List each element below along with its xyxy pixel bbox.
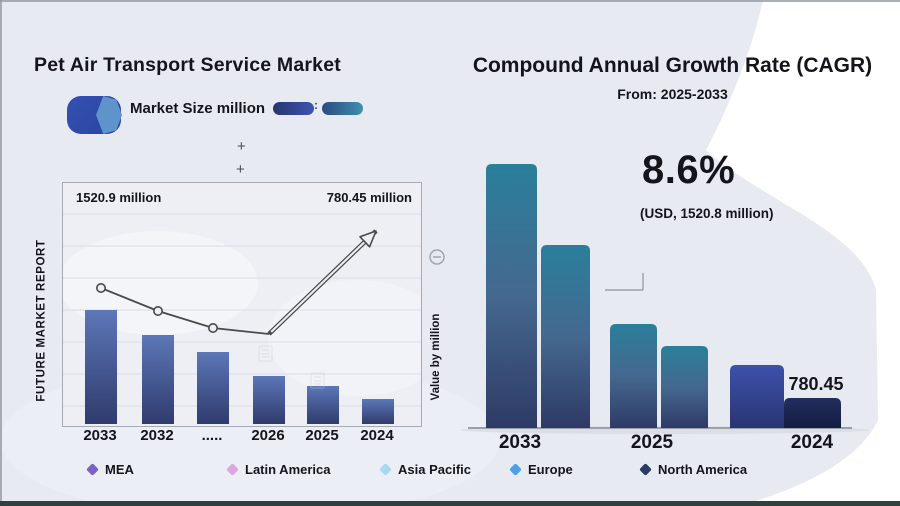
legend-item-latin-america: Latin America <box>226 462 331 477</box>
ratio-pill-right <box>322 102 363 115</box>
legend-item-label: MEA <box>105 462 134 477</box>
cagr-bar-2024 <box>784 398 841 428</box>
right-chart-title: Compound Annual Growth Rate (CAGR) <box>472 54 873 77</box>
end-value-label: 780.45 million <box>326 190 412 205</box>
plus-icon: + <box>236 161 245 178</box>
cloud-shape <box>268 280 448 396</box>
trend-marker <box>153 306 164 317</box>
legend-item-europe: Europe <box>509 462 573 477</box>
document-watermark-icon <box>258 345 273 362</box>
legend-item-label: Asia Pacific <box>398 462 471 477</box>
market-size-bar <box>197 352 229 424</box>
start-value-label: 1520.9 million <box>76 190 162 205</box>
right-category-labels: 2033 2025 2024 <box>430 432 900 454</box>
legend-item-label: Latin America <box>245 462 331 477</box>
market-size-bar <box>307 386 339 424</box>
document-watermark-icon <box>310 372 325 389</box>
cagr-bar-2024 <box>730 365 784 428</box>
cagr-value: 8.6% <box>642 148 736 192</box>
axis-label-dotdotdotdotdot: ..... <box>201 427 223 444</box>
left-chart-title: Pet Air Transport Service Market <box>34 54 341 76</box>
market-size-bar <box>253 376 285 424</box>
value-axis-label: Value by million <box>430 313 442 401</box>
corner-bracket-icon <box>605 273 644 291</box>
circle-minus-icon <box>429 249 445 265</box>
legend-diamond-icon <box>226 463 239 476</box>
legend-item-mea: MEA <box>86 462 134 477</box>
axis-label-2026: 2026 <box>251 427 285 444</box>
trend-arrow-head <box>359 230 377 248</box>
cloud-shape <box>58 231 258 335</box>
legend-diamond-icon <box>509 463 522 476</box>
trend-marker <box>95 283 106 294</box>
market-size-cylinder-icon <box>67 96 122 134</box>
cagr-bar-2033 <box>541 245 590 428</box>
legend-row: MEA Latin America Asia Pacific Europe North … <box>0 462 900 484</box>
trend-arrow-shaft-inner <box>270 237 369 333</box>
market-size-label: Market Size million <box>130 100 266 117</box>
axis-label-2032: 2032 <box>140 427 174 444</box>
legend-item-asia-pacific: Asia Pacific <box>379 462 471 477</box>
left-category-labels: 2033 2032..... 2026 2025 2024 <box>62 427 420 447</box>
axis-label-2033: 2033 <box>83 427 117 444</box>
legend-diamond-icon <box>379 463 392 476</box>
ratio-pill-left <box>273 102 314 115</box>
plus-icon: + <box>237 138 246 155</box>
value-callout: 780.45 <box>788 374 844 394</box>
legend-diamond-icon <box>639 463 652 476</box>
axis-label-2024: 2024 <box>790 432 834 453</box>
cagr-bar-2025 <box>661 346 708 428</box>
axis-label-2025: 2025 <box>630 432 674 453</box>
legend-item-label: Europe <box>528 462 573 477</box>
market-size-bar <box>362 399 394 424</box>
trend-marker <box>208 323 219 334</box>
axis-label-2033: 2033 <box>498 432 542 453</box>
left-edge-line <box>0 0 2 506</box>
legend-diamond-icon <box>86 463 99 476</box>
right-chart-subtitle: From: 2025-2033 <box>617 86 728 102</box>
axis-label-2025: 2025 <box>305 427 339 444</box>
market-size-bar <box>85 310 117 424</box>
top-edge-line <box>0 0 900 2</box>
bottom-strip <box>0 501 900 506</box>
cagr-bar-2033 <box>486 164 537 428</box>
left-chart-svg <box>58 213 448 424</box>
white-wedge-shape <box>706 0 900 506</box>
market-size-bar <box>142 335 174 424</box>
right-chart-svg <box>460 164 870 434</box>
ratio-colon: : <box>314 98 318 112</box>
cagr-bar-2025 <box>610 324 657 428</box>
legend-item-north-america: North America <box>639 462 748 477</box>
legend-item-label: North America <box>658 462 748 477</box>
left-chart-panel: 1520.9 million 780.45 million <box>58 182 448 427</box>
cagr-detail: (USD, 1520.8 million) <box>640 206 774 221</box>
trend-line <box>100 287 270 335</box>
future-market-report-watermark: FUTURE MARKET REPORT <box>35 239 48 402</box>
axis-label-2024: 2024 <box>360 427 394 444</box>
